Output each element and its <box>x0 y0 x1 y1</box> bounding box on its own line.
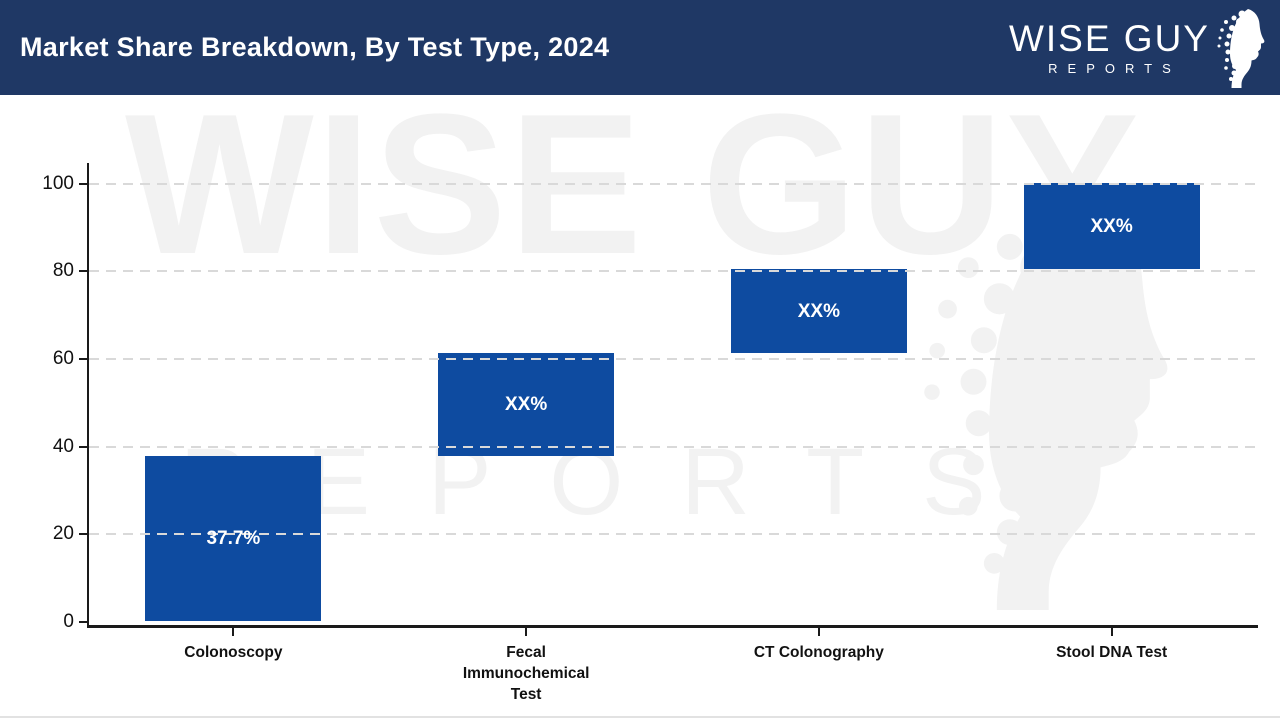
x-tick-mark-3 <box>1110 628 1113 636</box>
y-tick-mark-40 <box>79 445 87 448</box>
x-category-label-3: Stool DNA Test <box>1056 644 1168 661</box>
gridline-20 <box>89 533 1258 536</box>
y-tick-label-60: 60 <box>52 347 74 369</box>
bottom-divider <box>0 716 1280 718</box>
bar-stool-dna-test <box>1023 182 1200 269</box>
bar-value-label: XX% <box>1090 215 1133 237</box>
gridline-100 <box>89 182 1258 185</box>
logo-subtitle: REPORTS <box>1048 61 1181 76</box>
bar-value-label: 37.7% <box>206 528 261 550</box>
y-tick-label-0: 0 <box>63 611 74 632</box>
page-title: Market Share Breakdown, By Test Type, 20… <box>20 32 610 62</box>
y-tick-label-100: 100 <box>42 172 74 194</box>
wiseguy-face-icon <box>1217 8 1265 88</box>
bar-value-label: XX% <box>797 300 840 322</box>
y-tick-mark-100 <box>79 182 87 185</box>
y-tick-label-40: 40 <box>52 435 74 457</box>
y-tick-mark-80 <box>79 270 87 273</box>
y-tick-label-20: 20 <box>52 523 74 545</box>
logo-wordmark: WISE GUY <box>1008 18 1210 59</box>
bar-ct-colonography <box>730 268 907 353</box>
wiseguy-logo: WISE GUY REPORTS <box>1009 8 1266 88</box>
x-tick-mark-2 <box>817 628 820 636</box>
y-tick-label-80: 80 <box>52 260 74 282</box>
y-tick-mark-60 <box>79 357 87 360</box>
x-axis-line <box>87 625 1258 628</box>
x-tick-mark-0 <box>232 628 235 636</box>
y-tick-mark-0 <box>79 621 87 623</box>
bar-colonoscopy <box>145 455 322 621</box>
x-category-label-1: Fecal Immunochemical Test <box>462 644 590 703</box>
x-category-label-0: Colonoscopy <box>184 644 283 661</box>
bar-value-label: XX% <box>505 394 548 416</box>
y-axis-line <box>87 163 89 627</box>
watermark-wordmark: WISE GUY <box>125 73 1142 296</box>
header-bar: Market Share Breakdown, By Test Type, 20… <box>0 0 1280 95</box>
gridline-40 <box>89 445 1258 448</box>
gridline-60 <box>89 357 1258 360</box>
chart-area: WISE GUY REPORTS 0 20 40 60 80 100 37.7% Colono… <box>0 85 1280 720</box>
wiseguy-logo-text: WISE GUY REPORTS <box>1009 20 1210 75</box>
y-tick-mark-20 <box>79 533 87 536</box>
bar-fecal-immunochemical-test <box>438 352 615 456</box>
gridline-80 <box>89 270 1258 273</box>
x-tick-mark-1 <box>525 628 528 636</box>
x-category-label-2: CT Colonography <box>753 644 884 661</box>
